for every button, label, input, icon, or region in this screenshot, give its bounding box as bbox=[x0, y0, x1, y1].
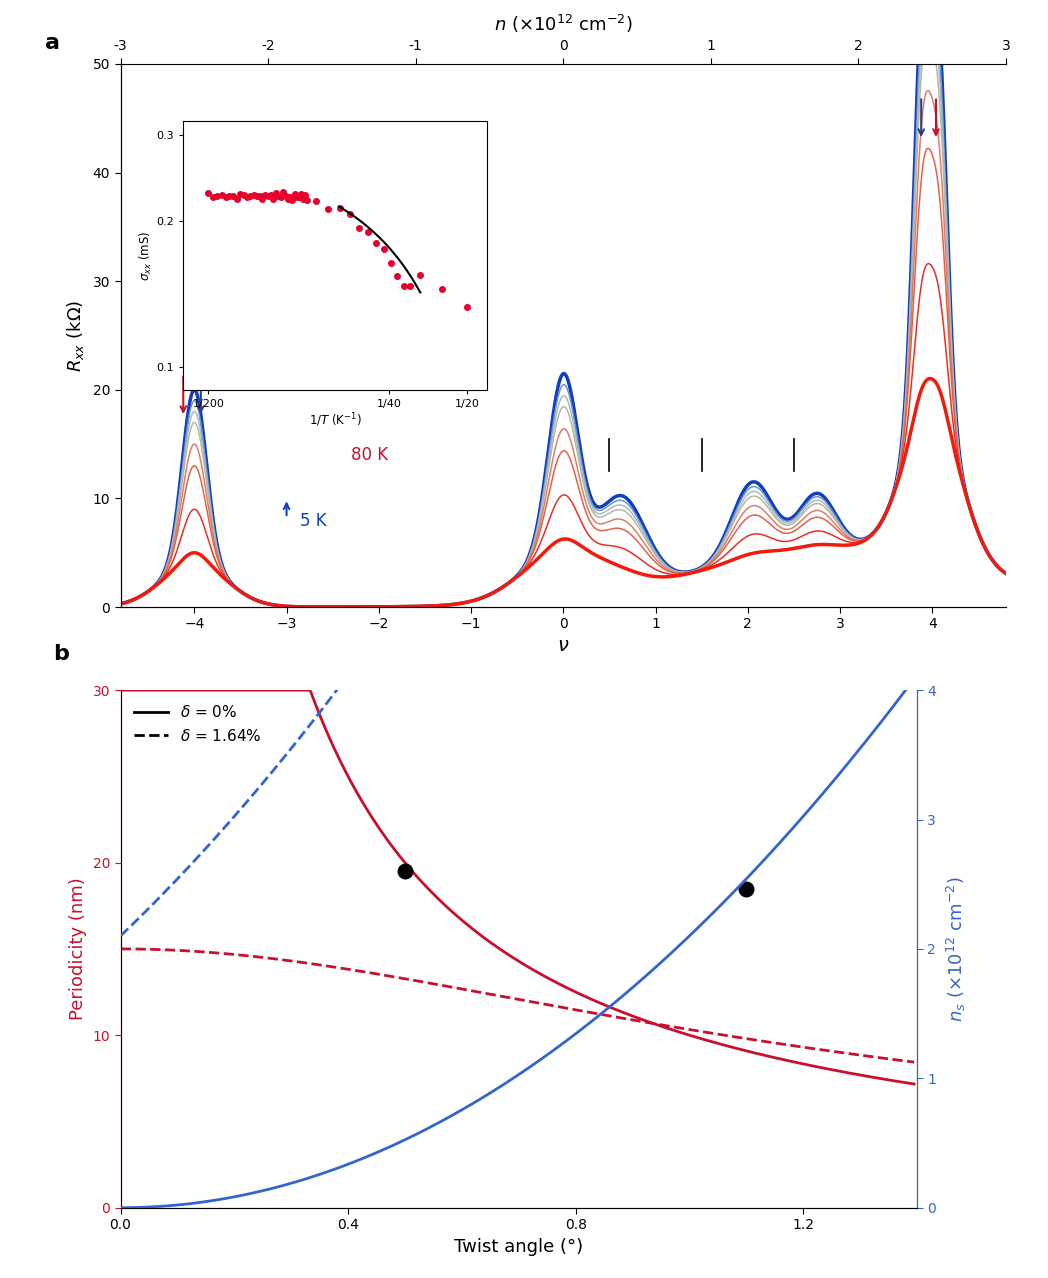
X-axis label: $n$ ($\times$10$^{12}$ cm$^{-2}$): $n$ ($\times$10$^{12}$ cm$^{-2}$) bbox=[494, 13, 633, 36]
Y-axis label: Periodicity (nm): Periodicity (nm) bbox=[69, 878, 87, 1020]
Text: b: b bbox=[52, 644, 69, 665]
Point bbox=[213, 185, 230, 206]
Point bbox=[307, 190, 324, 211]
Y-axis label: $\sigma_{xx}$ (mS): $\sigma_{xx}$ (mS) bbox=[137, 230, 154, 281]
Text: 5 K: 5 K bbox=[301, 511, 327, 529]
Point bbox=[270, 185, 287, 206]
Point bbox=[209, 185, 225, 206]
Point bbox=[282, 187, 299, 207]
Point bbox=[342, 204, 358, 225]
Point bbox=[200, 183, 217, 203]
Point bbox=[280, 188, 297, 208]
Point bbox=[286, 184, 303, 204]
Point bbox=[331, 198, 348, 219]
Point bbox=[217, 187, 234, 207]
Point bbox=[292, 184, 309, 204]
Point bbox=[359, 222, 376, 243]
Text: a: a bbox=[45, 33, 60, 52]
Point bbox=[277, 185, 293, 206]
Point bbox=[265, 189, 282, 210]
Point bbox=[383, 253, 399, 273]
Point bbox=[204, 187, 221, 207]
Point bbox=[262, 185, 279, 206]
Point bbox=[395, 276, 412, 296]
Point bbox=[288, 187, 305, 207]
Point bbox=[368, 233, 385, 253]
Point bbox=[396, 861, 413, 882]
Point bbox=[375, 239, 392, 259]
Point bbox=[299, 189, 315, 210]
Point bbox=[236, 184, 253, 204]
Point bbox=[239, 187, 256, 207]
Point bbox=[245, 185, 262, 206]
Point bbox=[254, 188, 270, 208]
Text: 80 K: 80 K bbox=[351, 446, 388, 464]
Point bbox=[320, 199, 336, 220]
Point bbox=[232, 184, 248, 204]
Point bbox=[228, 189, 245, 210]
X-axis label: Twist angle (°): Twist angle (°) bbox=[454, 1237, 584, 1256]
Point bbox=[257, 184, 274, 204]
Point bbox=[252, 187, 268, 207]
Point bbox=[351, 219, 368, 239]
Y-axis label: $n_s$ ($\times$10$^{12}$ cm$^{-2}$): $n_s$ ($\times$10$^{12}$ cm$^{-2}$) bbox=[944, 875, 967, 1022]
Point bbox=[225, 185, 242, 206]
Point bbox=[284, 190, 301, 211]
Point bbox=[248, 187, 265, 207]
Point bbox=[260, 185, 277, 206]
Point bbox=[267, 183, 284, 203]
Point bbox=[401, 276, 418, 296]
Point bbox=[242, 187, 259, 207]
Y-axis label: $R_{xx}$ (k$\Omega$): $R_{xx}$ (k$\Omega$) bbox=[65, 299, 86, 372]
Point bbox=[434, 279, 451, 299]
Point bbox=[272, 187, 289, 207]
Point bbox=[738, 878, 755, 898]
Point bbox=[297, 185, 313, 206]
X-axis label: $\nu$: $\nu$ bbox=[558, 635, 569, 654]
Point bbox=[275, 181, 291, 202]
Point bbox=[294, 189, 311, 210]
Point bbox=[290, 187, 307, 207]
Point bbox=[458, 296, 475, 317]
X-axis label: 1/$T$ (K$^{-1}$): 1/$T$ (K$^{-1}$) bbox=[309, 412, 362, 429]
Point bbox=[221, 185, 238, 206]
Point bbox=[412, 265, 429, 285]
Point bbox=[389, 266, 406, 286]
Legend: $\delta$ = 0%, $\delta$ = 1.64%: $\delta$ = 0%, $\delta$ = 1.64% bbox=[128, 698, 267, 750]
